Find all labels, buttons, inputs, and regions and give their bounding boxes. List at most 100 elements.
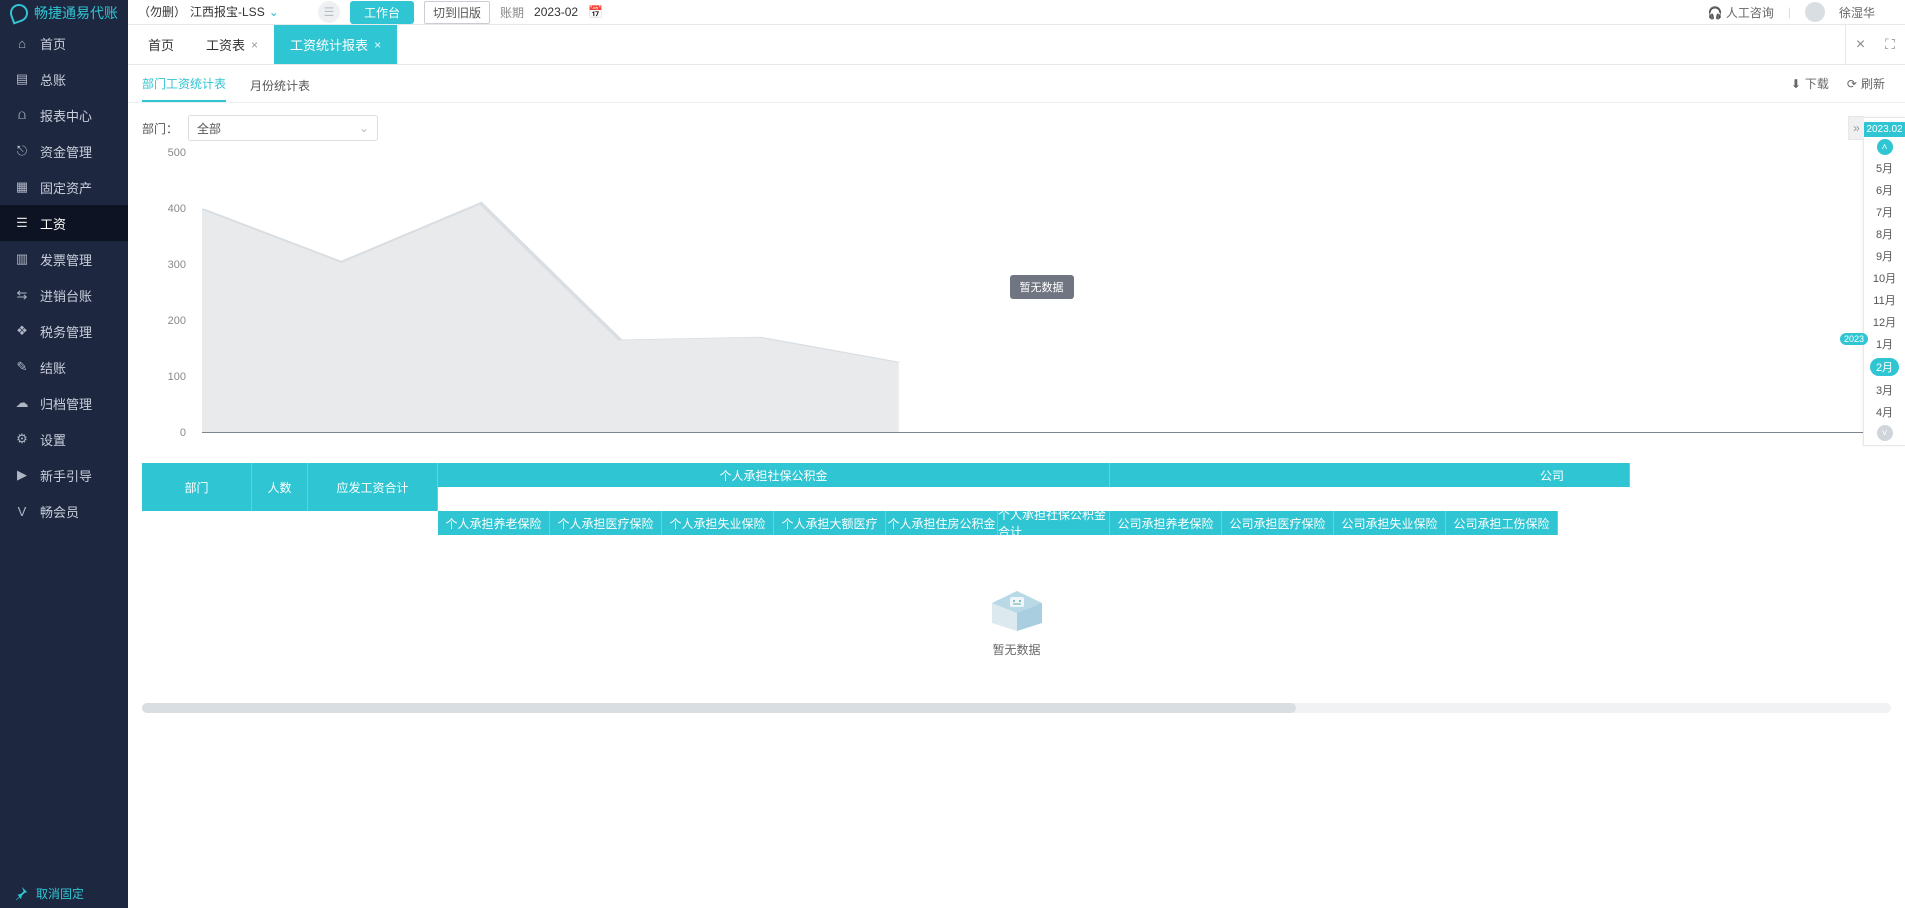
dept-select[interactable]: 全部 ⌄ <box>188 115 378 141</box>
sidebar-item-13[interactable]: V畅会员 <box>0 493 128 529</box>
sidebar-item-0[interactable]: ⌂首页 <box>0 25 128 61</box>
nav-icon: ▤ <box>14 71 30 87</box>
refresh-button[interactable]: ⟳ 刷新 <box>1847 75 1885 92</box>
switch-old-button[interactable]: 切到旧版 <box>424 1 490 24</box>
th-sub-0: 个人承担养老保险 <box>438 511 550 535</box>
sidebar-item-9[interactable]: ✎结账 <box>0 349 128 385</box>
table-empty: 暂无数据 <box>142 535 1891 695</box>
nav-icon: ⩍ <box>14 107 30 123</box>
support-link[interactable]: 🎧 人工咨询 <box>1708 4 1774 21</box>
sidebar-item-3[interactable]: ⎋资金管理 <box>0 133 128 169</box>
month-6[interactable]: 11月 <box>1870 289 1899 311</box>
content-area: 部门工资统计表月份统计表 ⬇ 下载 ⟳ 刷新 部门： 全部 ⌄ <box>128 65 1905 908</box>
brand-text: 畅捷通易代账 <box>34 3 118 23</box>
nav-icon: ⚙ <box>14 431 30 447</box>
nav-icon: ☁ <box>14 395 30 411</box>
fullscreen-icon[interactable]: ⛶ <box>1875 25 1905 64</box>
month-1[interactable]: 6月 <box>1870 179 1899 201</box>
nav-icon: V <box>14 504 30 519</box>
nav-icon: ⌂ <box>14 36 30 51</box>
sidebar-item-5[interactable]: ☰工资 <box>0 205 128 241</box>
page-tabs: 首页工资表×工资统计报表×× ⛶ <box>128 25 1905 65</box>
nav-icon: ▶ <box>14 467 30 483</box>
tab-2[interactable]: 工资统计报表× <box>274 25 397 64</box>
month-2[interactable]: 7月 <box>1870 201 1899 223</box>
month-7[interactable]: 12月 <box>1870 311 1899 333</box>
subtab-0[interactable]: 部门工资统计表 <box>142 75 226 102</box>
empty-box-icon <box>982 573 1052 633</box>
nav-icon: ✎ <box>14 359 30 375</box>
th-sub-1: 个人承担医疗保险 <box>550 511 662 535</box>
nav-icon: ⎋ <box>14 143 30 159</box>
dept-select-value: 全部 <box>197 120 221 137</box>
sidebar-item-8[interactable]: ❖税务管理 <box>0 313 128 349</box>
user-name[interactable]: 徐湿华 <box>1839 4 1875 21</box>
th-sub-6: 公司承担养老保险 <box>1110 511 1222 535</box>
table-horizontal-scrollbar[interactable] <box>142 703 1891 713</box>
brand-mark-icon <box>7 1 30 24</box>
history-icon[interactable]: ☰ <box>318 1 340 23</box>
workspace-button[interactable]: 工作台 <box>350 1 414 24</box>
chart-empty-badge: 暂无数据 <box>1010 275 1074 299</box>
month-rail-toggle[interactable]: » <box>1848 116 1864 140</box>
th-sub-7: 公司承担医疗保险 <box>1222 511 1334 535</box>
sidebar-item-6[interactable]: ▥发票管理 <box>0 241 128 277</box>
nav-icon: ❖ <box>14 323 30 339</box>
tab-0[interactable]: 首页 <box>132 25 190 64</box>
period-label: 账期 <box>500 4 524 21</box>
sidebar-item-1[interactable]: ▤总账 <box>0 61 128 97</box>
table-empty-message: 暂无数据 <box>992 641 1040 658</box>
nav-icon: ▦ <box>14 179 30 195</box>
subtab-1[interactable]: 月份统计表 <box>250 77 310 102</box>
month-3[interactable]: 8月 <box>1870 223 1899 245</box>
company-selector[interactable]: （勿删） 江西报宝-LSS ⌄ <box>138 3 308 21</box>
salary-table: 部门人数应发工资合计个人承担社保公积金公司个人承担养老保险个人承担医疗保险个人承… <box>142 463 1891 695</box>
tab-1[interactable]: 工资表× <box>190 25 274 64</box>
month-rail-header: 2023.02 <box>1862 122 1905 137</box>
topbar: （勿删） 江西报宝-LSS ⌄ ☰ 工作台 切到旧版 账期 2023-02 📅 … <box>128 0 1905 25</box>
close-all-tabs-button[interactable]: × <box>1845 25 1875 64</box>
th-sub-8: 公司承担失业保险 <box>1334 511 1446 535</box>
th-sub-2: 个人承担失业保险 <box>662 511 774 535</box>
close-icon[interactable]: × <box>251 38 258 52</box>
month-10[interactable]: 3月 <box>1870 379 1899 401</box>
close-icon[interactable]: × <box>374 38 381 52</box>
period-value[interactable]: 2023-02 <box>534 5 578 19</box>
month-0[interactable]: 5月 <box>1870 157 1899 179</box>
th-sub-4: 个人承担住房公积金 <box>886 511 998 535</box>
month-8[interactable]: 20231月 <box>1870 333 1899 355</box>
dept-filter-label: 部门： <box>142 120 178 137</box>
th-sub-9: 公司承担工伤保险 <box>1446 511 1558 535</box>
sidebar-footer-label: 取消固定 <box>36 885 84 902</box>
chevron-down-icon: ⌄ <box>359 121 369 135</box>
sidebar-item-10[interactable]: ☁归档管理 <box>0 385 128 421</box>
sidebar-footer[interactable]: 取消固定 <box>0 878 128 908</box>
th-0: 部门 <box>142 463 252 511</box>
month-rail-down-button[interactable]: ˅ <box>1877 425 1893 441</box>
sidebar-item-7[interactable]: ⇆进销台账 <box>0 277 128 313</box>
th-2: 应发工资合计 <box>308 463 438 511</box>
month-9[interactable]: 2月 <box>1870 355 1899 379</box>
th-sub-5: 个人承担社保公积金合计 <box>998 511 1110 535</box>
sidebar-item-4[interactable]: ▦固定资产 <box>0 169 128 205</box>
th-1: 人数 <box>252 463 308 511</box>
sidebar-item-12[interactable]: ▶新手引导 <box>0 457 128 493</box>
nav-icon: ⇆ <box>14 287 30 303</box>
nav-icon: ▥ <box>14 251 30 267</box>
calendar-icon[interactable]: 📅 <box>588 5 603 19</box>
chevron-down-icon: ⌄ <box>269 5 279 19</box>
sidebar-nav: ⌂首页▤总账⩍报表中心⎋资金管理▦固定资产☰工资▥发票管理⇆进销台账❖税务管理✎… <box>0 25 128 878</box>
month-4[interactable]: 9月 <box>1870 245 1899 267</box>
download-button[interactable]: ⬇ 下载 <box>1791 75 1829 92</box>
month-11[interactable]: 4月 <box>1870 401 1899 423</box>
month-rail: » 2023.02 ˄ 5月6月7月8月9月10月11月12月20231月2月3… <box>1863 117 1905 446</box>
month-5[interactable]: 10月 <box>1870 267 1899 289</box>
sidebar-item-11[interactable]: ⚙设置 <box>0 421 128 457</box>
company-prefix: （勿删） <box>138 3 186 20</box>
month-rail-up-button[interactable]: ˄ <box>1877 139 1893 155</box>
sidebar-item-2[interactable]: ⩍报表中心 <box>0 97 128 133</box>
nav-icon: ☰ <box>14 215 30 231</box>
pin-icon <box>14 886 28 900</box>
brand-logo: 畅捷通易代账 <box>0 0 128 25</box>
avatar[interactable] <box>1805 2 1825 22</box>
